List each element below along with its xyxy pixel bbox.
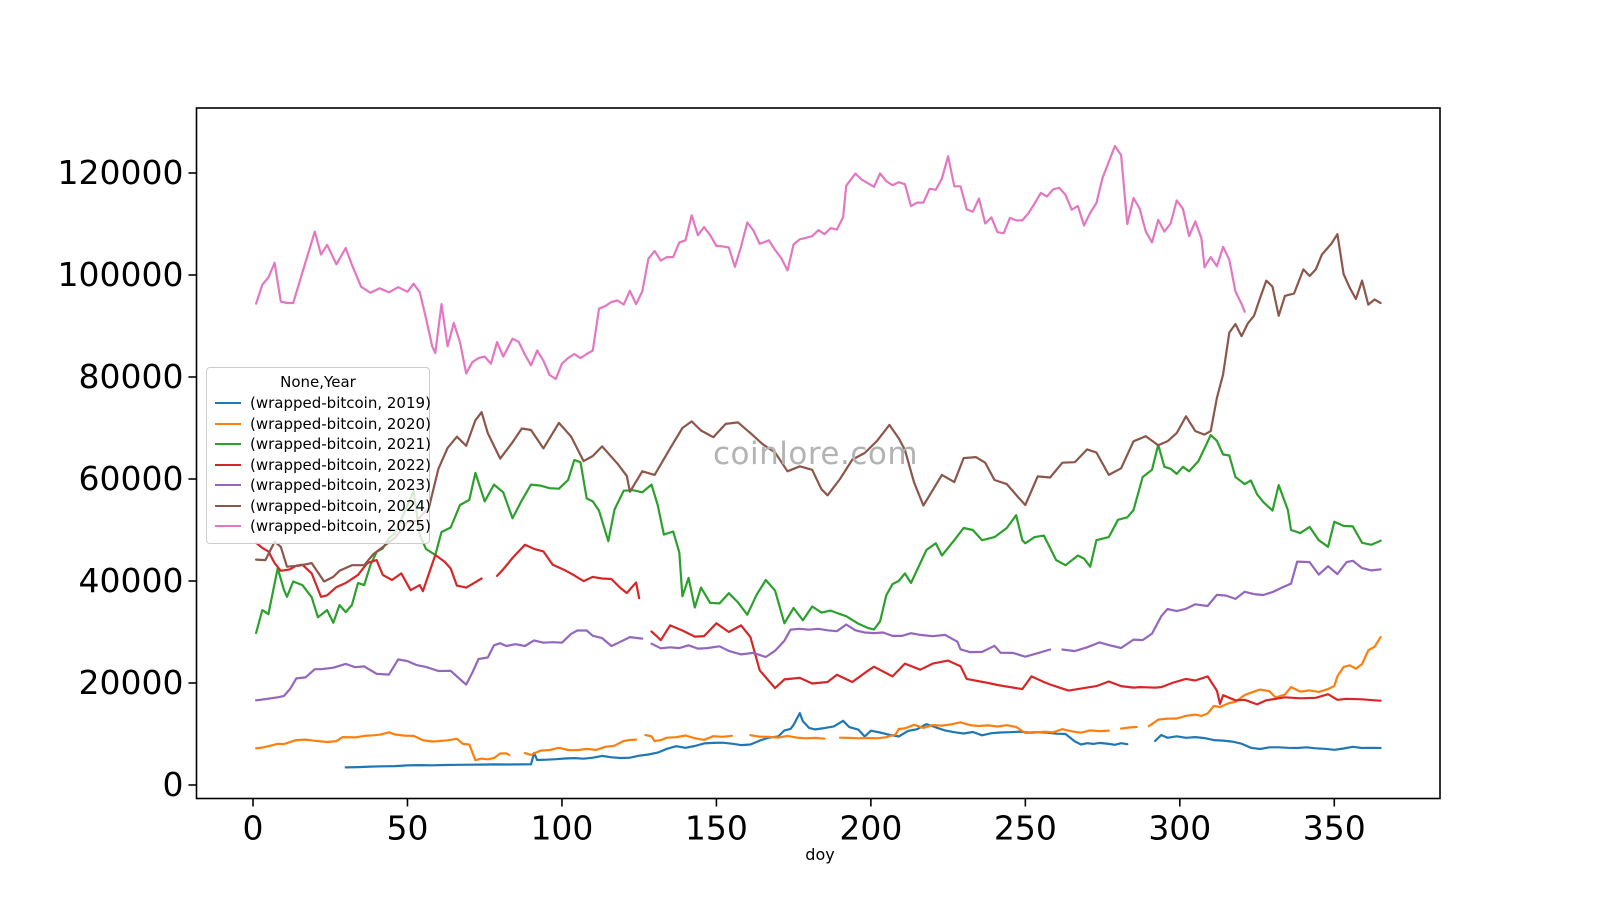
x-tick-label: 250	[994, 808, 1057, 847]
series-line-2022	[255, 541, 1382, 706]
legend-item: (wrapped-bitcoin, 2022)	[215, 455, 431, 476]
legend-item-label: (wrapped-bitcoin, 2019)	[250, 394, 431, 413]
x-axis-label: doy	[805, 845, 835, 864]
y-tick-label: 80000	[79, 357, 184, 396]
series-line-2024	[255, 233, 1382, 583]
y-tick-label: 100000	[58, 255, 184, 294]
x-tick-label: 50	[386, 808, 428, 847]
legend-item-label: (wrapped-bitcoin, 2024)	[250, 496, 431, 515]
x-tick-label: 100	[530, 808, 593, 847]
legend-item-label: (wrapped-bitcoin, 2025)	[250, 517, 431, 536]
legend-item-label: (wrapped-bitcoin, 2022)	[250, 455, 431, 474]
legend-swatch-2020	[215, 422, 241, 425]
legend-swatch-2019	[215, 402, 241, 405]
legend-item-label: (wrapped-bitcoin, 2021)	[250, 435, 431, 454]
legend-swatch-2024	[215, 504, 241, 507]
y-tick-label: 20000	[79, 663, 184, 702]
legend-item: (wrapped-bitcoin, 2024)	[215, 496, 431, 517]
y-tick-label: 120000	[58, 153, 184, 192]
x-tick-label: 0	[243, 808, 264, 847]
plot-border	[195, 107, 1441, 800]
legend-swatch-2025	[215, 525, 241, 528]
series-line-2020	[255, 636, 1382, 762]
legend: None,Year (wrapped-bitcoin, 2019) (wrappe…	[206, 367, 431, 544]
legend-items: (wrapped-bitcoin, 2019) (wrapped-bitcoin,…	[215, 393, 431, 537]
legend-item: (wrapped-bitcoin, 2019)	[215, 393, 431, 414]
legend-swatch-2021	[215, 443, 241, 446]
legend-title: None,Year	[280, 373, 356, 391]
legend-item: (wrapped-bitcoin, 2021)	[215, 434, 431, 455]
x-tick-label: 350	[1303, 808, 1366, 847]
x-tick-label: 150	[685, 808, 748, 847]
legend-item-label: (wrapped-bitcoin, 2020)	[250, 414, 431, 433]
series-line-2025	[255, 144, 1246, 381]
x-tick-label: 300	[1148, 808, 1211, 847]
legend-item-label: (wrapped-bitcoin, 2023)	[250, 476, 431, 495]
legend-swatch-2022	[215, 463, 241, 466]
x-tick-label: 200	[839, 808, 902, 847]
watermark-text: coinlore.com	[713, 436, 919, 472]
series-line-2019	[344, 712, 1382, 769]
y-tick-label: 60000	[79, 459, 184, 498]
y-tick-label: 40000	[79, 561, 184, 600]
legend-item: (wrapped-bitcoin, 2023)	[215, 475, 431, 496]
series-line-2023	[255, 559, 1382, 702]
legend-item: (wrapped-bitcoin, 2025)	[215, 516, 431, 537]
y-tick-label: 0	[163, 765, 184, 804]
legend-item: (wrapped-bitcoin, 2020)	[215, 414, 431, 435]
legend-swatch-2023	[215, 484, 241, 487]
